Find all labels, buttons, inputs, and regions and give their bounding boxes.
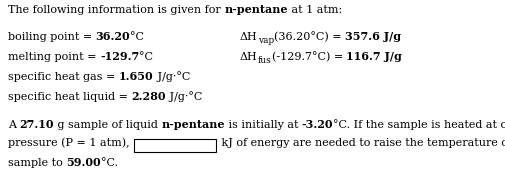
Text: boiling point =: boiling point = — [8, 32, 96, 42]
Text: ΔH: ΔH — [240, 52, 258, 62]
Text: -3.20: -3.20 — [302, 119, 333, 130]
Text: ΔH: ΔH — [240, 32, 258, 42]
Text: 27.10: 27.10 — [20, 119, 54, 130]
Text: is initially at: is initially at — [225, 120, 302, 130]
Text: °C.: °C. — [101, 158, 118, 168]
Text: °C: °C — [139, 52, 153, 62]
Text: specific heat gas =: specific heat gas = — [8, 72, 119, 82]
Text: specific heat liquid =: specific heat liquid = — [8, 92, 131, 102]
Text: 59.00: 59.00 — [66, 157, 101, 168]
Text: sample to: sample to — [8, 158, 66, 168]
Text: The following information is given for: The following information is given for — [8, 5, 224, 15]
Text: g sample of liquid: g sample of liquid — [54, 120, 162, 130]
Text: pressure (P = 1 atm),: pressure (P = 1 atm), — [8, 137, 130, 148]
Text: n-pentane: n-pentane — [224, 4, 288, 15]
Text: (-129.7°C) =: (-129.7°C) = — [272, 51, 346, 62]
Text: °C: °C — [130, 32, 144, 42]
Text: J/g·°C: J/g·°C — [166, 91, 203, 102]
Text: melting point =: melting point = — [8, 52, 100, 62]
Bar — [134, 139, 216, 152]
Text: vap: vap — [258, 36, 274, 45]
Text: at 1 atm:: at 1 atm: — [288, 5, 342, 15]
Text: -129.7: -129.7 — [100, 51, 139, 62]
Text: 1.650: 1.650 — [119, 71, 154, 82]
Text: kJ of energy are needed to raise the temperature of the: kJ of energy are needed to raise the tem… — [218, 138, 505, 148]
Text: n-pentane: n-pentane — [162, 119, 225, 130]
Text: fus: fus — [258, 56, 272, 65]
Text: 36.20: 36.20 — [96, 31, 130, 42]
Text: °C. If the sample is heated at constant: °C. If the sample is heated at constant — [333, 119, 505, 130]
Text: A: A — [8, 120, 20, 130]
Text: 116.7 J/g: 116.7 J/g — [346, 51, 402, 62]
Text: 2.280: 2.280 — [131, 91, 166, 102]
Text: J/g·°C: J/g·°C — [154, 71, 190, 82]
Text: (36.20°C) =: (36.20°C) = — [274, 31, 345, 42]
Text: 357.6 J/g: 357.6 J/g — [345, 31, 401, 42]
